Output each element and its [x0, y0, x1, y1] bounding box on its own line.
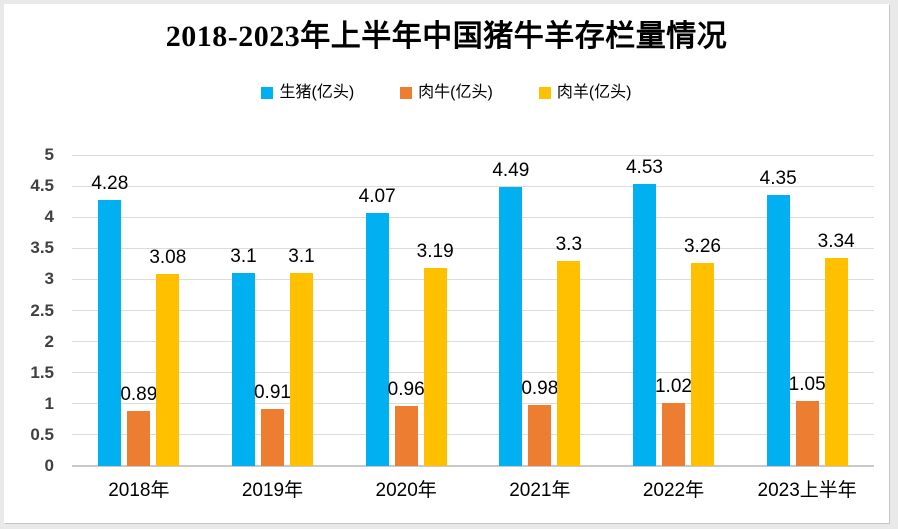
bar: 1.02 [655, 377, 692, 466]
x-axis-label: 2022年 [642, 480, 705, 501]
y-tick-label: 5 [44, 145, 54, 164]
bar-value-label: 4.28 [91, 172, 129, 194]
chart-title: 2018-2023年上半年中国猪牛羊存栏量情况 [165, 20, 728, 53]
y-tick-label: 0 [44, 456, 54, 475]
x-axis-label: 2023上半年 [757, 480, 857, 501]
gridline [72, 372, 874, 374]
y-tick-label: 3.5 [30, 238, 54, 258]
gridline [72, 185, 874, 187]
bar-value-label: 3.26 [683, 236, 721, 258]
bar: 0.98 [521, 379, 558, 466]
bar-value-label: 1.05 [788, 373, 826, 395]
legend-swatch [538, 87, 551, 99]
legend-item: 肉牛(亿头) [400, 85, 493, 101]
gridline [72, 434, 874, 436]
bar-value-label: 3.1 [288, 246, 315, 268]
bar: 4.07 [359, 187, 396, 466]
chart-canvas: 2018-2023年上半年中国猪牛羊存栏量情况 生猪(亿头) 肉牛(亿头) 肉羊(亿… [4, 4, 889, 523]
bar-group: 3.1 0.91 3.1 2019年 [206, 155, 340, 501]
bar: 4.49 [492, 161, 529, 466]
gridline [72, 247, 874, 249]
x-axis-label: 2018年 [108, 480, 170, 501]
gridline [72, 310, 874, 311]
bar-value-label: 4.53 [625, 157, 663, 179]
bar-group: 4.53 1.02 3.26 2022年 [607, 155, 741, 501]
x-axis-line [72, 465, 874, 467]
bar-value-label: 0.98 [521, 378, 559, 400]
bar-value-label: 0.91 [253, 382, 291, 404]
bar: 3.34 [818, 232, 855, 466]
bar-value-label: 3.3 [555, 233, 583, 255]
y-axis: 0 0.5 1 1.5 2 2.5 3 3.5 4 4.5 5 [18, 145, 54, 475]
bar: 3.1 [230, 247, 257, 466]
chart-legend: 生猪(亿头) 肉牛(亿头) 肉羊(亿头) [4, 85, 889, 101]
y-tick-label: 2 [44, 331, 54, 351]
bar-group: 4.28 0.89 3.08 2018年 [72, 155, 206, 501]
bar: 4.53 [626, 158, 663, 466]
y-tick-label: 1 [44, 393, 54, 413]
bar: 3.26 [684, 237, 721, 466]
gridline [72, 216, 874, 218]
bar-value-label: 0.96 [387, 379, 425, 401]
bar-value-label: 3.08 [149, 247, 187, 269]
x-axis-label: 2021年 [509, 480, 571, 501]
bar: 0.91 [254, 383, 291, 466]
y-tick-label: 4 [44, 207, 54, 227]
bar-value-label: 4.07 [358, 185, 396, 207]
gridline [72, 403, 874, 405]
legend-swatch [261, 87, 274, 99]
bar-value-label: 3.34 [817, 231, 855, 253]
bar-value-label: 4.35 [759, 168, 797, 190]
y-tick-label: 2.5 [30, 300, 54, 320]
bar-group: 4.49 0.98 3.3 2021年 [473, 155, 607, 501]
bar: 3.1 [288, 247, 315, 466]
legend-label: 肉羊(亿头) [556, 84, 632, 101]
bar: 3.19 [417, 242, 454, 466]
bar-group: 4.07 0.96 3.19 2020年 [339, 155, 473, 501]
y-tick-label: 1.5 [30, 362, 54, 382]
bar-value-label: 3.19 [416, 240, 454, 262]
x-axis-label: 2020年 [375, 480, 437, 501]
bar-group: 4.35 1.05 3.34 2023上半年 [740, 155, 874, 501]
y-tick-label: 4.5 [30, 176, 54, 196]
y-tick-label: 0.5 [30, 424, 54, 444]
bar: 4.35 [760, 169, 797, 466]
bar-value-label: 0.89 [120, 383, 158, 405]
legend-label: 肉牛(亿头) [418, 84, 493, 101]
legend-label: 生猪(亿头) [279, 84, 355, 101]
gridline [72, 341, 874, 343]
gridline [72, 154, 874, 156]
bar-value-label: 3.1 [230, 246, 257, 268]
bar: 3.08 [149, 248, 186, 466]
bar: 3.3 [556, 235, 582, 466]
bar-value-label: 4.49 [492, 159, 530, 181]
legend-swatch [400, 87, 413, 99]
x-axis-label: 2019年 [241, 480, 304, 501]
plot-area: 4.28 0.89 3.08 2018年 3.1 0.91 3.1 2019年 4.07 0.96… [72, 154, 874, 501]
gridline [72, 278, 874, 280]
bar-value-label: 1.02 [654, 375, 692, 397]
y-tick-label: 3 [44, 269, 54, 289]
bar: 0.96 [388, 380, 425, 466]
bar: 0.89 [120, 385, 157, 466]
bar: 1.05 [789, 375, 826, 466]
bar: 4.28 [91, 174, 128, 466]
legend-item: 生猪(亿头) [261, 85, 354, 101]
legend-item: 肉羊(亿头) [538, 84, 632, 101]
